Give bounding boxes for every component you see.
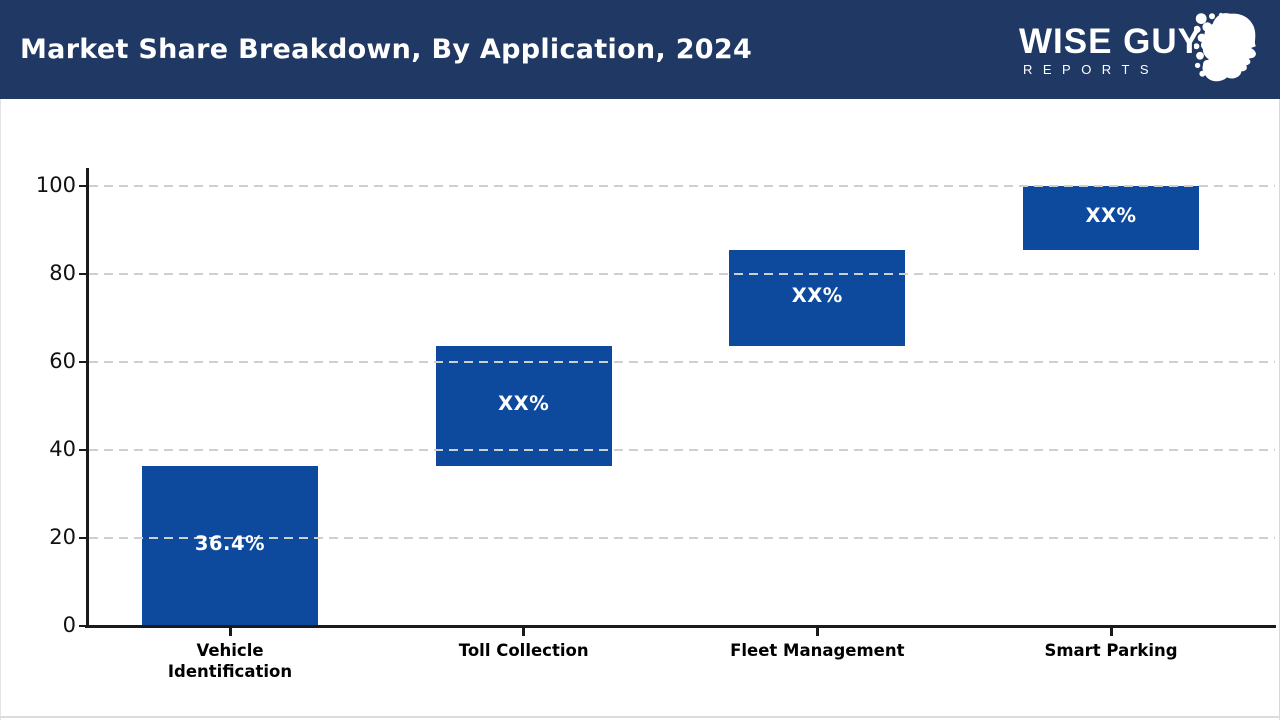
x-tick-label: Smart Parking (991, 640, 1231, 661)
x-tick-label-line: Identification (167, 662, 293, 681)
x-tick-mark (1109, 628, 1113, 636)
logo-wordmark: WISE GUY (1018, 22, 1202, 61)
bar (435, 346, 612, 466)
x-tick-label-line: Toll Collection (458, 641, 589, 660)
grid-line (89, 361, 1275, 363)
x-tick-label-line: Vehicle (196, 641, 264, 660)
x-tick-label: Vehicle Identification (110, 640, 350, 682)
y-tick-label: 60 (49, 349, 76, 373)
x-axis-line (85, 625, 1276, 628)
x-tick-label-line: Smart Parking (1044, 641, 1178, 660)
bar (142, 465, 318, 626)
y-tick-mark (79, 361, 87, 363)
x-tick-mark (522, 628, 526, 636)
wiseguy-logo: WISE GUY REPORTS (1019, 6, 1266, 94)
y-tick-mark (79, 185, 87, 187)
grid-line (89, 185, 1275, 187)
bar (729, 249, 906, 347)
x-tick-mark (815, 628, 819, 636)
grid-line (89, 537, 1275, 539)
y-tick-label: 0 (62, 613, 76, 637)
y-tick-label: 40 (49, 437, 76, 461)
logo-subtitle: REPORTS (1022, 62, 1160, 77)
page-title: Market Share Breakdown, By Application, … (20, 34, 753, 65)
y-tick-mark (79, 449, 87, 451)
grid-line (89, 449, 1275, 451)
header-bar: Market Share Breakdown, By Application, … (0, 0, 1280, 99)
bar-value-label: XX% (498, 392, 550, 415)
y-tick-label: 100 (35, 173, 76, 197)
bottom-divider (0, 716, 1280, 718)
bar-value-label: XX% (791, 283, 843, 307)
x-tick-label-line: Fleet Management (730, 641, 905, 660)
y-tick-label: 20 (49, 525, 76, 549)
wiseguy-logo-text: WISE GUY REPORTS (1018, 22, 1202, 78)
x-tick-label: Fleet Management (697, 640, 937, 661)
y-tick-mark (79, 537, 87, 539)
y-tick-mark (79, 273, 87, 275)
y-tick-mark (79, 625, 87, 627)
y-axis-line (86, 168, 89, 628)
grid-line (89, 273, 1275, 275)
bar-value-label: 36.4% (194, 531, 266, 555)
y-tick-label: 80 (49, 261, 76, 285)
wiseguy-head-icon (1194, 12, 1256, 82)
x-tick-label: Toll Collection (404, 640, 644, 661)
bar (1023, 186, 1199, 250)
x-tick-mark (228, 628, 232, 636)
bar-value-label: XX% (1085, 203, 1137, 227)
